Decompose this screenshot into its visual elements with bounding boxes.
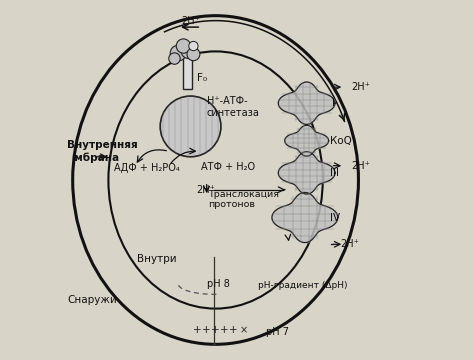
Text: I: I bbox=[332, 98, 335, 108]
Text: +: + bbox=[229, 325, 238, 335]
Text: ×: × bbox=[240, 325, 248, 335]
Text: Н⁺-АТФ-
синтетаза: Н⁺-АТФ- синтетаза bbox=[207, 96, 259, 118]
Circle shape bbox=[189, 41, 198, 51]
Text: IV: IV bbox=[330, 212, 340, 222]
Text: 2H⁺: 2H⁺ bbox=[196, 185, 215, 195]
Circle shape bbox=[176, 39, 191, 53]
Text: Снаружи: Снаружи bbox=[67, 295, 117, 305]
Text: III: III bbox=[330, 168, 339, 178]
Text: pH 8: pH 8 bbox=[207, 279, 229, 289]
Text: +: + bbox=[193, 325, 202, 335]
Text: pH 7: pH 7 bbox=[265, 327, 289, 337]
Text: Транслокация
протонов: Транслокация протонов bbox=[209, 190, 279, 210]
Circle shape bbox=[170, 45, 186, 61]
Text: рН-градиент (ΔрН): рН-градиент (ΔрН) bbox=[258, 281, 348, 290]
Text: 2H⁺: 2H⁺ bbox=[341, 239, 359, 249]
Text: F₀: F₀ bbox=[197, 73, 207, 83]
Text: 2H⁺: 2H⁺ bbox=[351, 82, 370, 92]
Circle shape bbox=[160, 96, 221, 157]
Text: 2H⁺: 2H⁺ bbox=[182, 16, 201, 26]
Text: Внутри: Внутри bbox=[137, 253, 177, 264]
FancyBboxPatch shape bbox=[182, 57, 191, 89]
Text: КоQ: КоQ bbox=[330, 136, 352, 146]
Text: АДФ + Н₂РО₄: АДФ + Н₂РО₄ bbox=[114, 162, 180, 172]
Polygon shape bbox=[272, 193, 338, 243]
Text: +: + bbox=[202, 325, 211, 335]
Circle shape bbox=[181, 43, 197, 59]
Circle shape bbox=[187, 48, 200, 61]
Text: 2H⁺: 2H⁺ bbox=[351, 161, 370, 171]
Text: +: + bbox=[220, 325, 229, 335]
Polygon shape bbox=[285, 125, 328, 156]
Text: АТФ + Н₂О: АТФ + Н₂О bbox=[201, 162, 255, 172]
Polygon shape bbox=[278, 82, 335, 125]
Polygon shape bbox=[278, 152, 335, 194]
Circle shape bbox=[169, 53, 180, 64]
Text: +: + bbox=[211, 325, 220, 335]
Text: Внутренняя
  мбрана: Внутренняя мбрана bbox=[67, 140, 138, 162]
